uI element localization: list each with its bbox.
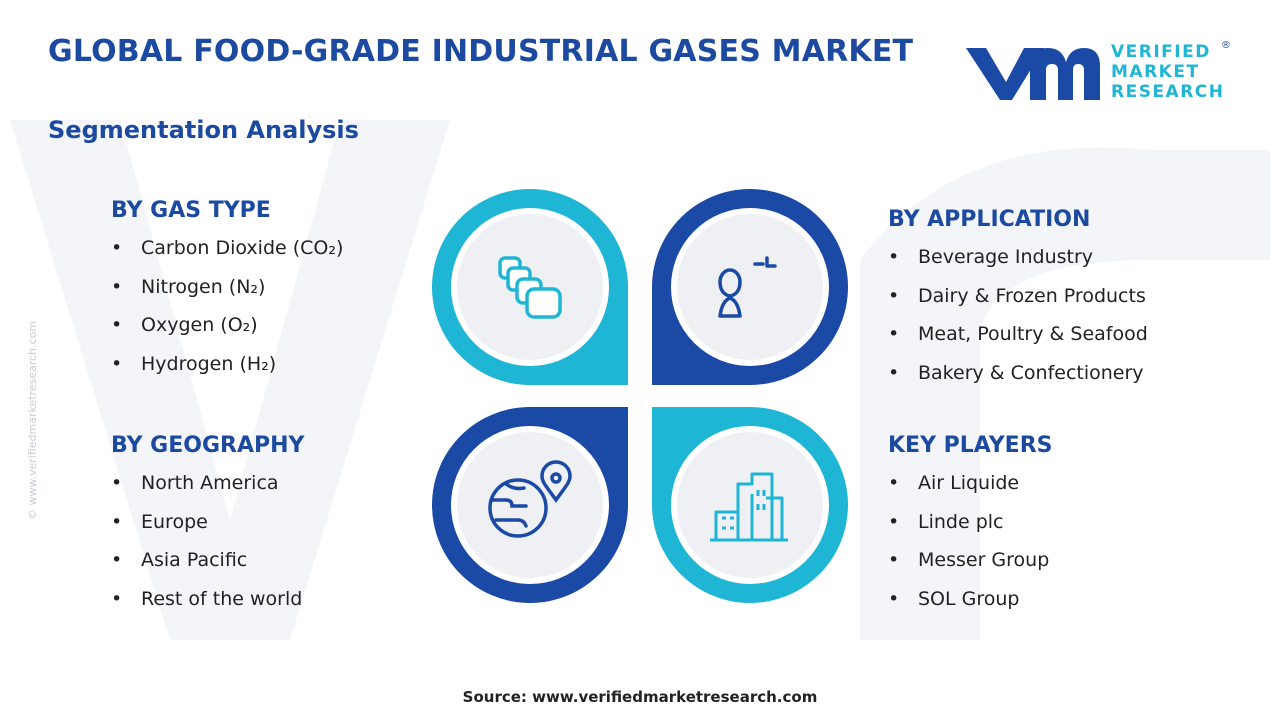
logo-text: VERIFIED: [1111, 42, 1211, 62]
segment: KEY PLAYERS Air LiquideLinde plcMesser Gr…: [888, 433, 1268, 618]
logo-mark: [966, 48, 1044, 100]
application-icon: [718, 256, 777, 318]
logo-registered: ®: [1221, 40, 1231, 51]
segment-list: Carbon Dioxide (CO₂)Nitrogen (N₂)Oxygen …: [111, 229, 491, 383]
segment-list: North AmericaEuropeAsia PacificRest of t…: [111, 464, 491, 618]
gas-icon: [498, 256, 562, 319]
segment: BY APPLICATION Beverage IndustryDairy & F…: [888, 207, 1268, 392]
segment-title: BY APPLICATION: [888, 207, 1091, 232]
segment-item: Messer Group: [888, 541, 1268, 580]
title: GLOBAL FOOD-GRADE INDUSTRIAL GASES MARKE…: [48, 34, 914, 69]
segment-item: Rest of the world: [111, 580, 491, 619]
segment-title: BY GEOGRAPHY: [111, 433, 305, 458]
segment-item: Asia Pacific: [111, 541, 491, 580]
segment-item: Beverage Industry: [888, 238, 1268, 277]
subtitle: Segmentation Analysis: [48, 116, 359, 144]
segment-item: Hydrogen (H₂): [111, 345, 491, 384]
segment-item: SOL Group: [888, 580, 1268, 619]
players-icon: [710, 472, 788, 542]
segment-list: Beverage IndustryDairy & Frozen Products…: [888, 238, 1268, 392]
segment-list: Air LiquideLinde plcMesser GroupSOL Grou…: [888, 464, 1268, 618]
segment-item: Nitrogen (N₂): [111, 268, 491, 307]
segment-item: Meat, Poultry & Seafood: [888, 315, 1268, 354]
side-text: © www.verifiedmarketresearch.com: [26, 320, 39, 520]
logo-text: MARKET: [1111, 62, 1200, 82]
segment-title: BY GAS TYPE: [111, 198, 271, 223]
segment-item: Dairy & Frozen Products: [888, 277, 1268, 316]
segment: BY GEOGRAPHY North AmericaEuropeAsia Paci…: [111, 433, 491, 618]
logo-text: RESEARCH: [1111, 82, 1225, 102]
segment-item: Bakery & Confectionery: [888, 354, 1268, 393]
segment-item: Oxygen (O₂): [111, 306, 491, 345]
logo-mark: [1030, 48, 1100, 100]
segment-item: Carbon Dioxide (CO₂): [111, 229, 491, 268]
segment-item: Air Liquide: [888, 464, 1268, 503]
segment-item: North America: [111, 464, 491, 503]
segment-item: Europe: [111, 503, 491, 542]
segment-item: Linde plc: [888, 503, 1268, 542]
source: Source: www.verifiedmarketresearch.com: [462, 688, 818, 706]
geography-icon: [488, 460, 572, 538]
segment: BY GAS TYPE Carbon Dioxide (CO₂)Nitrogen …: [111, 198, 491, 383]
segment-title: KEY PLAYERS: [888, 433, 1053, 458]
